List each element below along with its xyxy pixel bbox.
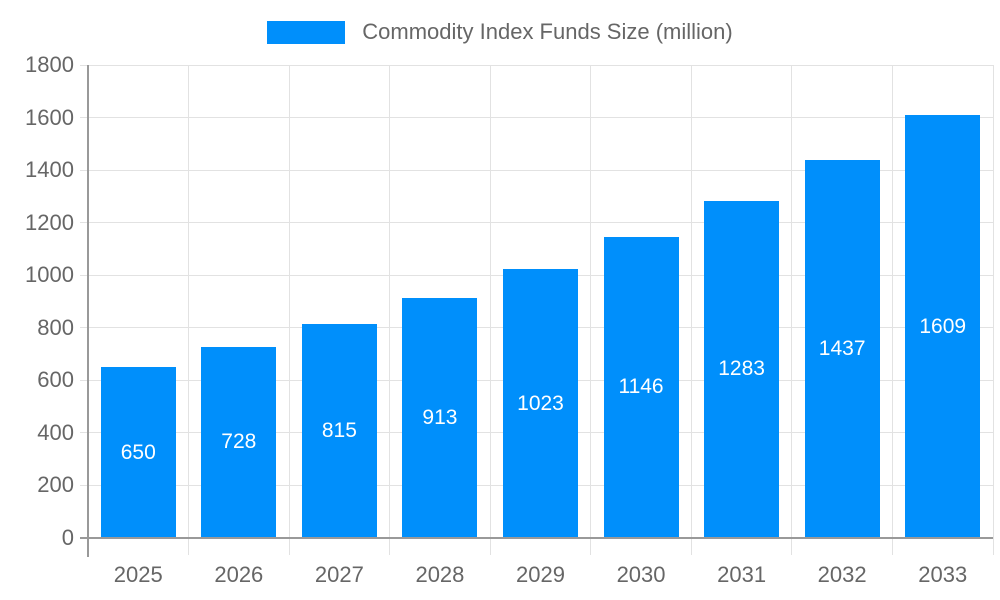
bar[interactable]: 913 bbox=[402, 298, 478, 538]
x-tick-label: 2033 bbox=[918, 562, 968, 587]
bar-value-label: 728 bbox=[221, 430, 257, 454]
y-tick-label: 400 bbox=[37, 419, 74, 445]
bar[interactable]: 1023 bbox=[503, 269, 578, 538]
legend-label: Commodity Index Funds Size (million) bbox=[362, 19, 733, 44]
bar-value-label: 1146 bbox=[618, 375, 664, 399]
x-tick-label: 2031 bbox=[717, 562, 767, 587]
y-tick-label: 600 bbox=[37, 367, 74, 393]
bar[interactable]: 1609 bbox=[905, 115, 981, 538]
y-tick-label: 1000 bbox=[25, 262, 74, 288]
bar[interactable]: 650 bbox=[100, 367, 176, 538]
x-tick-label: 2026 bbox=[214, 562, 264, 587]
bar-value-label: 650 bbox=[120, 440, 156, 464]
h-gridline bbox=[80, 222, 993, 224]
v-gridline bbox=[891, 65, 893, 555]
y-tick-label: 1200 bbox=[25, 209, 74, 235]
bar[interactable]: 1437 bbox=[804, 160, 880, 538]
bar-value-label: 1283 bbox=[718, 357, 765, 381]
y-tick-label: 1400 bbox=[25, 157, 74, 183]
x-tick-label: 2027 bbox=[314, 562, 364, 587]
bar-value-label: 913 bbox=[422, 406, 458, 430]
legend-swatch bbox=[267, 20, 346, 44]
y-tick-label: 0 bbox=[61, 525, 74, 550]
h-gridline bbox=[80, 117, 993, 119]
bar[interactable]: 815 bbox=[301, 323, 377, 538]
x-tick-label: 2030 bbox=[616, 562, 666, 587]
bar[interactable]: 1283 bbox=[704, 200, 780, 538]
h-gridline bbox=[80, 169, 993, 171]
y-tick-label: 1600 bbox=[25, 104, 74, 130]
v-gridline bbox=[590, 65, 592, 555]
v-gridline bbox=[690, 65, 692, 555]
y-axis-line bbox=[87, 65, 89, 557]
x-tick-label: 2025 bbox=[113, 562, 163, 587]
v-gridline bbox=[389, 65, 391, 555]
x-tick-label: 2028 bbox=[415, 562, 465, 587]
y-tick-label: 800 bbox=[37, 314, 74, 340]
x-tick-label: 2029 bbox=[516, 562, 565, 587]
bar-value-label: 815 bbox=[321, 418, 357, 442]
x-tick-label: 2032 bbox=[817, 562, 867, 587]
v-gridline bbox=[288, 65, 290, 555]
y-tick-label: 200 bbox=[37, 472, 74, 498]
y-tick-label: 1800 bbox=[25, 52, 74, 77]
bar-value-label: 1023 bbox=[517, 391, 564, 415]
bar[interactable]: 1146 bbox=[603, 236, 679, 538]
bar-value-label: 1437 bbox=[818, 337, 866, 361]
legend[interactable]: Commodity Index Funds Size (million) bbox=[0, 17, 1000, 47]
h-gridline bbox=[80, 64, 993, 66]
v-gridline bbox=[992, 65, 994, 555]
bar[interactable]: 728 bbox=[201, 346, 277, 538]
v-gridline bbox=[188, 65, 190, 555]
v-gridline bbox=[489, 65, 491, 555]
v-gridline bbox=[791, 65, 793, 555]
x-axis-line bbox=[80, 537, 993, 539]
bar-value-label: 1609 bbox=[919, 314, 967, 338]
